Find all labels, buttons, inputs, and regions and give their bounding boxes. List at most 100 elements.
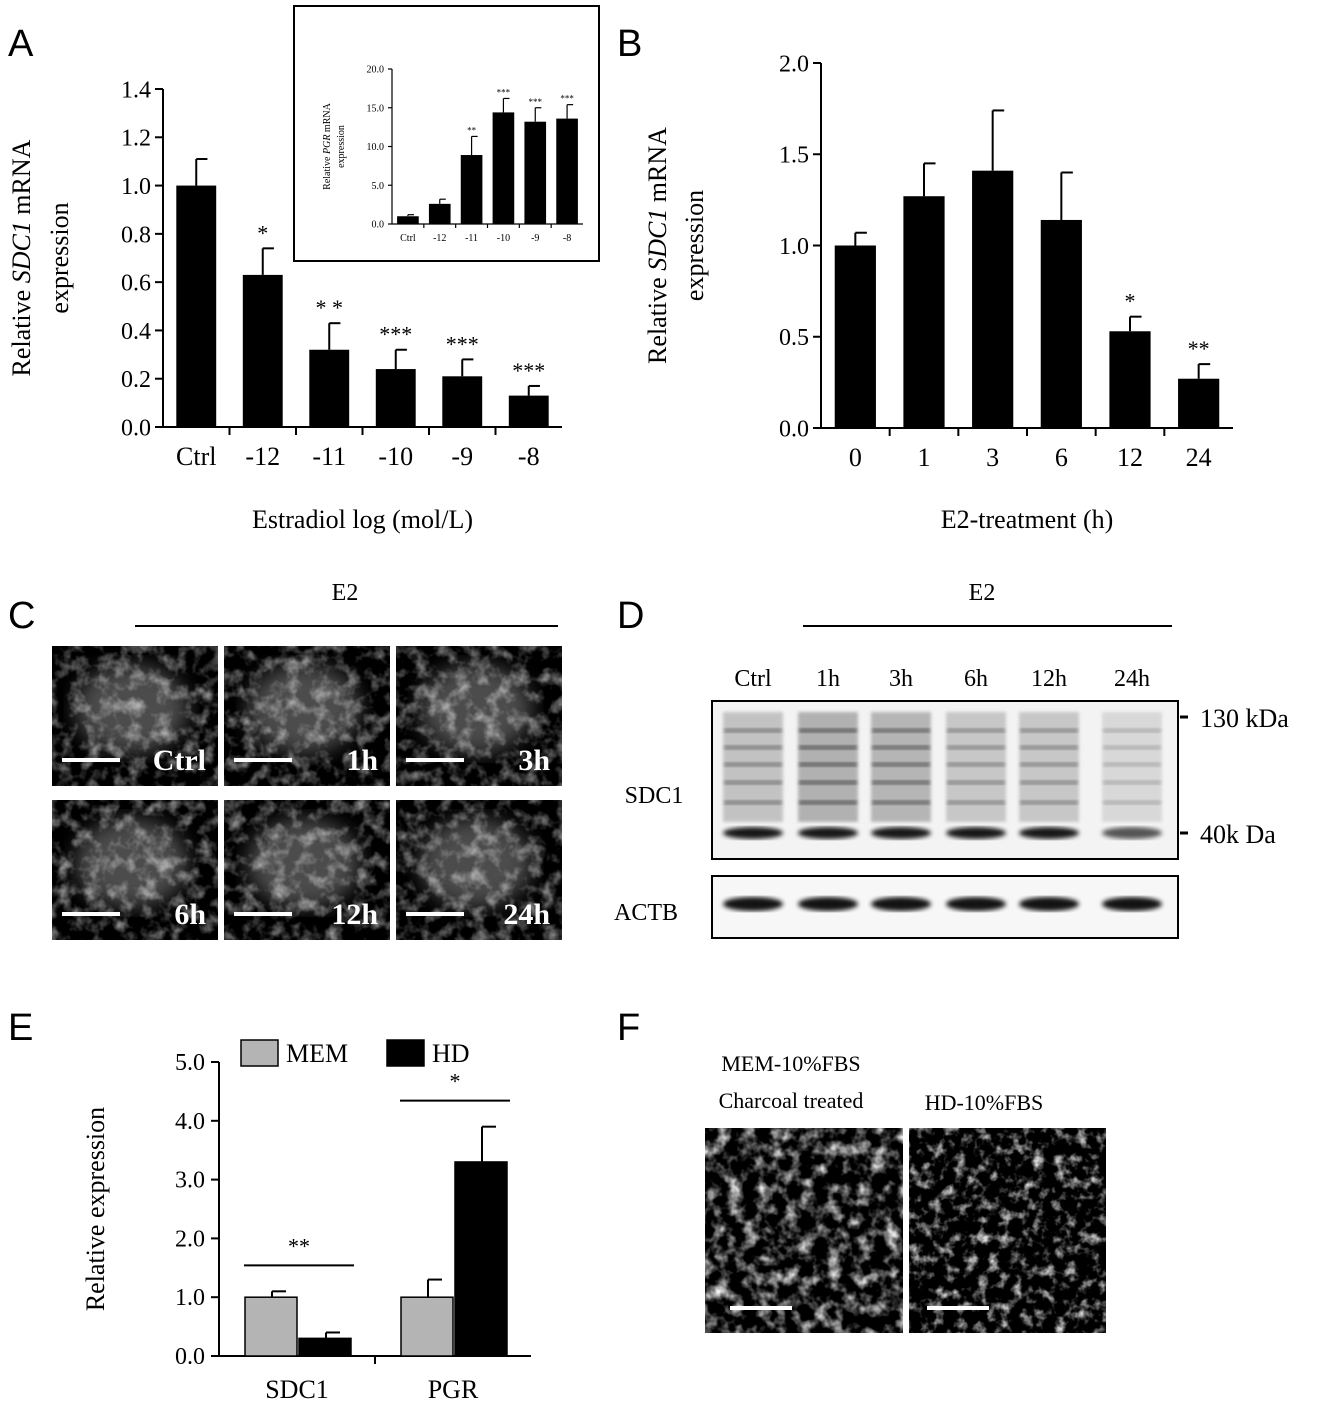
faint-band — [1020, 800, 1078, 805]
tile-label: 1h — [346, 744, 378, 777]
bar — [397, 216, 419, 224]
panel-f-label-left-1: MEM-10%FBS — [721, 1051, 860, 1076]
bar — [492, 112, 515, 224]
row-label-sdc1: SDC1 — [625, 783, 684, 809]
tile-label: 6h — [174, 898, 206, 931]
y-axis-label: Relative SDC1 mRNA — [7, 139, 36, 376]
y-tick-label: 5.0 — [175, 1050, 205, 1076]
chart-a-inset-pgr: 0.0 5.0 10.0 15.0 20.0 Ctrl -12 ** -11 *** -10 *** -… — [293, 5, 600, 262]
faint-band — [1020, 780, 1078, 785]
panel-letter-e: E — [8, 1007, 33, 1049]
bar — [508, 395, 549, 427]
x-tick-label: 12 — [1117, 443, 1143, 472]
bar — [1178, 378, 1220, 428]
panel-letter-b: B — [617, 23, 642, 65]
chart-a-sdc1-dose: 0.0 0.2 0.4 0.6 0.8 1.0 1.2 1.4 Ctrl * -12 * * -11 **… — [7, 77, 562, 534]
faint-band — [799, 780, 857, 785]
faint-band — [1103, 745, 1161, 750]
y-tick-label: 1.5 — [779, 143, 809, 169]
bar — [1040, 219, 1082, 428]
cell-texture — [224, 646, 390, 786]
x-tick-label: -12 — [245, 442, 280, 471]
x-tick-label: -10 — [378, 442, 413, 471]
y-tick-label: 0.6 — [121, 271, 151, 297]
x-tick-label: 0 — [849, 443, 862, 472]
tile-3h: 3h — [396, 646, 562, 786]
x-tick-label: -9 — [531, 233, 539, 244]
lane-label: 24h — [1114, 666, 1150, 692]
y-axis-label-line2: expression — [336, 125, 347, 168]
bar — [442, 376, 483, 427]
cell-texture — [52, 646, 218, 786]
faint-band — [724, 800, 782, 805]
band-actb — [723, 897, 783, 911]
y-tick-label: 0.8 — [121, 222, 151, 248]
y-tick-label: 0.5 — [779, 325, 809, 351]
blot-actb — [711, 875, 1179, 939]
cell-texture — [52, 800, 218, 940]
faint-band — [947, 762, 1005, 767]
panel-letter-f: F — [617, 1007, 640, 1049]
cell-texture — [396, 646, 562, 786]
significance-label: * — [1125, 289, 1136, 314]
significance-label: * — [257, 220, 268, 245]
faint-band — [872, 762, 930, 767]
panel-f-label-left-2: Charcoal treated — [719, 1088, 864, 1113]
y-tick-label: 2.0 — [779, 51, 809, 77]
x-tick-label: -9 — [451, 442, 473, 471]
legend-label-hd: HD — [432, 1039, 470, 1068]
lane-label: 3h — [889, 666, 913, 692]
lane-label: 1h — [816, 666, 840, 692]
bar — [1109, 331, 1151, 428]
bar — [176, 185, 217, 427]
panel-f-image-mem — [705, 1128, 903, 1333]
x-axis-label: E2-treatment (h) — [941, 505, 1114, 534]
bar — [834, 245, 876, 428]
legend-swatch-mem — [240, 1039, 279, 1067]
band-actb — [946, 897, 1006, 911]
lane-label: 12h — [1031, 666, 1067, 692]
lane-label: Ctrl — [734, 666, 772, 692]
y-tick-label: 1.2 — [121, 126, 151, 152]
tile-label: 12h — [331, 898, 378, 931]
band-40k — [1019, 827, 1079, 839]
y-axis-label: Relative SDC1 mRNA — [643, 127, 672, 364]
significance-label: ** — [467, 125, 477, 135]
band-40k — [798, 827, 858, 839]
bar — [428, 203, 451, 224]
bar-mem — [244, 1296, 298, 1357]
significance-label: *** — [446, 331, 479, 356]
faint-band — [872, 780, 930, 785]
significance-label: *** — [560, 94, 574, 104]
tile-24h: 24h — [396, 800, 562, 940]
y-tick-label: 0.4 — [121, 319, 151, 345]
y-axis-label: Relative PGR mRNA — [322, 102, 333, 189]
tile-ctrl: Ctrl — [52, 646, 218, 786]
faint-band — [724, 728, 782, 733]
significance-label: ** — [288, 1233, 310, 1258]
y-tick-label: 5.0 — [372, 181, 385, 192]
y-tick-label: 10.0 — [367, 142, 385, 153]
faint-band — [1103, 728, 1161, 733]
band-actb — [1102, 897, 1162, 911]
x-axis-label: Estradiol log (mol/L) — [252, 505, 473, 534]
faint-band — [724, 762, 782, 767]
y-axis-label: Relative expression — [81, 1107, 110, 1311]
y-tick-label: 4.0 — [175, 1109, 205, 1135]
faint-band — [799, 728, 857, 733]
chart-e-relative-expression: 0.0 1.0 2.0 3.0 4.0 5.0 ** SDC1 * PGR Relative exp… — [81, 1039, 531, 1404]
bar-mem — [400, 1296, 454, 1357]
y-tick-label: 20.0 — [367, 65, 385, 76]
faint-band — [947, 745, 1005, 750]
y-tick-label: 0.0 — [779, 416, 809, 442]
faint-band — [724, 745, 782, 750]
x-tick-label: SDC1 — [265, 1375, 329, 1404]
x-tick-label: -11 — [312, 442, 346, 471]
faint-band — [799, 762, 857, 767]
bar — [972, 170, 1014, 429]
x-tick-label: -8 — [563, 233, 571, 244]
panel-d-header: E2 — [969, 580, 996, 606]
tile-1h: 1h — [224, 646, 390, 786]
bar-hd — [454, 1161, 508, 1357]
faint-band — [1103, 800, 1161, 805]
